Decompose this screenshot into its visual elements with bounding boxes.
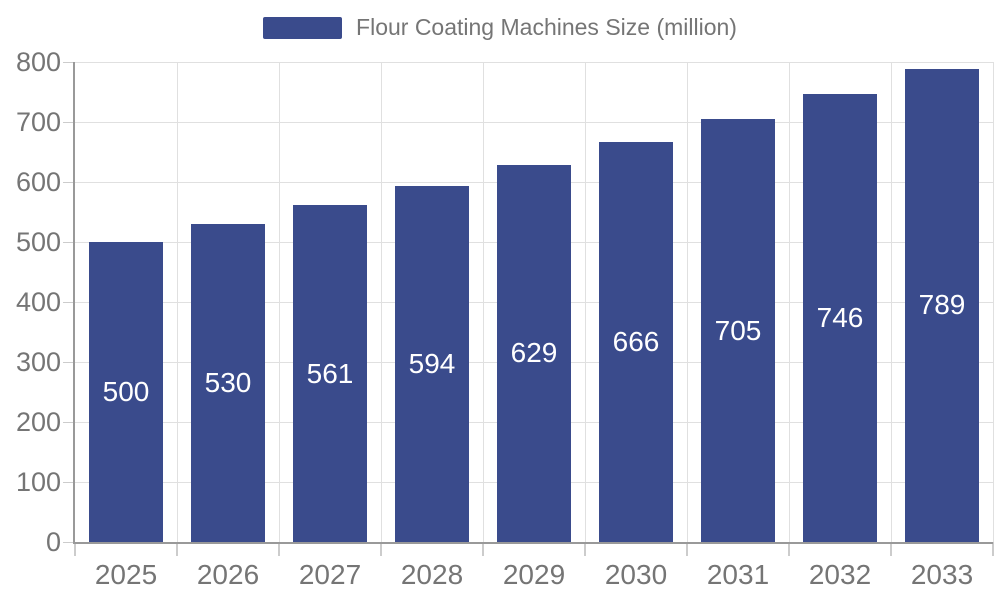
y-axis-tick	[63, 301, 75, 303]
x-tick-label: 2032	[808, 559, 872, 590]
y-tick-label: 300	[15, 347, 61, 377]
y-tick-label: 400	[15, 287, 61, 317]
bar-value-label: 530	[204, 367, 252, 398]
h-gridline	[75, 61, 993, 63]
bar: 530	[191, 224, 265, 542]
legend-label: Flour Coating Machines Size (million)	[356, 14, 737, 40]
y-tick-label: 800	[15, 47, 61, 77]
y-tick-label: 600	[15, 167, 61, 197]
y-tick-label: 200	[15, 407, 61, 437]
v-gridline	[380, 62, 382, 542]
x-tick-label: 2029	[502, 559, 566, 590]
bar: 746	[803, 94, 877, 542]
bar-value-label: 500	[102, 376, 150, 407]
y-axis-tick	[63, 361, 75, 363]
x-axis-line	[73, 542, 993, 544]
y-tick-label: 0	[45, 527, 61, 557]
x-axis-tick	[992, 542, 994, 556]
y-axis-tick	[63, 61, 75, 63]
x-axis-tick	[278, 542, 280, 556]
bar: 789	[905, 68, 979, 542]
v-gridline	[788, 62, 790, 542]
bar-value-label: 705	[714, 314, 762, 346]
y-tick-label: 100	[15, 467, 61, 497]
bar-value-label: 789	[918, 289, 966, 321]
y-axis-tick	[63, 541, 75, 543]
bar: 705	[701, 119, 775, 542]
v-gridline	[992, 62, 994, 542]
x-tick-label: 2028	[400, 559, 464, 590]
y-axis-tick	[63, 421, 75, 423]
y-axis-tick	[63, 481, 75, 483]
legend[interactable]: Flour Coating Machines Size (million)	[0, 14, 1000, 41]
x-tick-label: 2033	[910, 559, 974, 590]
bar: 666	[599, 142, 673, 542]
x-axis-tick	[74, 542, 76, 556]
x-axis-tick	[482, 542, 484, 556]
legend-swatch	[263, 16, 343, 39]
bar-value-label: 629	[510, 337, 558, 369]
bar: 500	[89, 242, 163, 542]
h-gridline	[75, 121, 993, 123]
bar-value-label: 666	[612, 326, 660, 358]
v-gridline	[482, 62, 484, 542]
x-axis-tick	[890, 542, 892, 556]
x-axis-tick	[686, 542, 688, 556]
v-gridline	[584, 62, 586, 542]
bar-value-label: 561	[306, 357, 354, 389]
x-tick-label: 2031	[706, 559, 770, 590]
x-axis-tick	[176, 542, 178, 556]
bar: 594	[395, 185, 469, 542]
y-tick-label: 700	[15, 107, 61, 137]
x-axis-tick	[788, 542, 790, 556]
bar-value-label: 746	[816, 302, 864, 334]
y-axis-line	[73, 62, 75, 544]
x-tick-label: 2030	[604, 559, 668, 590]
v-gridline	[176, 62, 178, 542]
x-axis-tick	[584, 542, 586, 556]
v-gridline	[890, 62, 892, 542]
y-axis-tick	[63, 121, 75, 123]
x-tick-label: 2025	[94, 559, 158, 590]
x-tick-label: 2027	[298, 559, 362, 590]
v-gridline	[686, 62, 688, 542]
y-axis-tick	[63, 241, 75, 243]
y-axis-tick	[63, 181, 75, 183]
x-tick-label: 2026	[196, 559, 260, 590]
x-axis-tick	[380, 542, 382, 556]
bar-value-label: 594	[408, 347, 456, 379]
bar: 629	[497, 164, 571, 542]
v-gridline	[278, 62, 280, 542]
y-tick-label: 500	[15, 227, 61, 257]
bar: 561	[293, 205, 367, 542]
